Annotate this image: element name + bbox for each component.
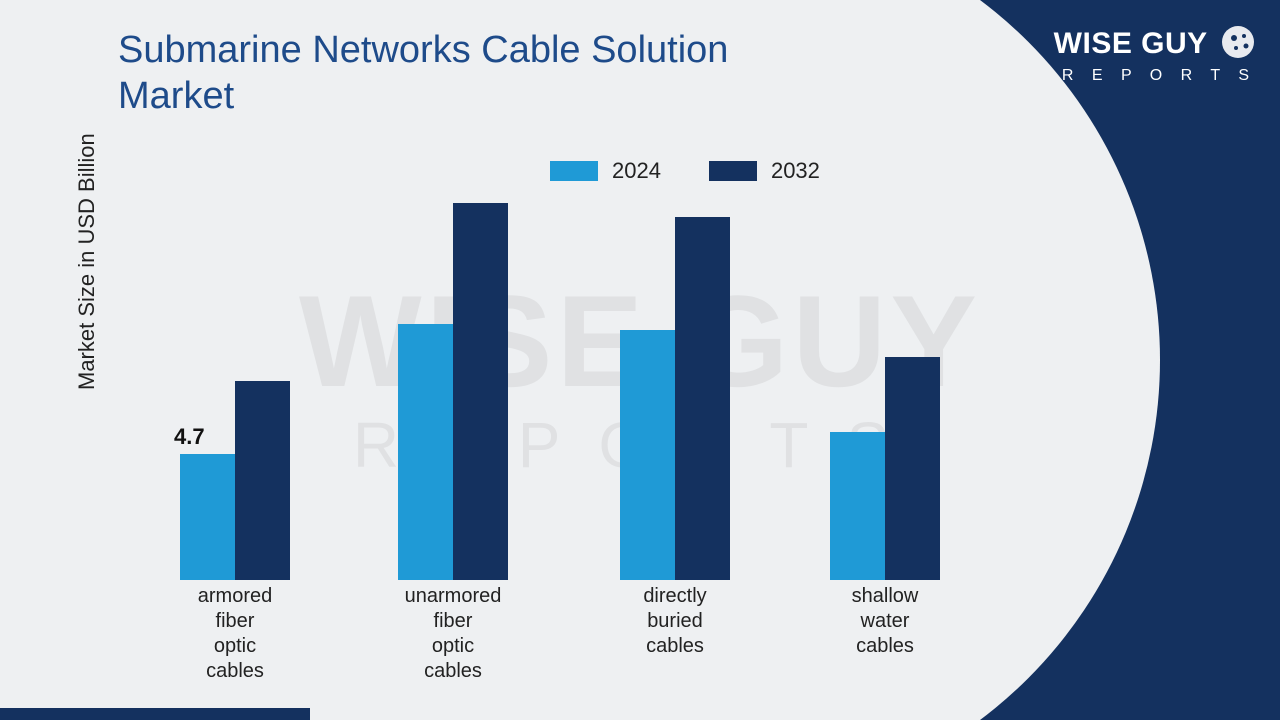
category-label: armoredfiberopticcables <box>160 584 310 684</box>
bar-2032 <box>675 217 730 580</box>
bar-2032 <box>235 381 290 580</box>
bottom-strip <box>0 708 310 720</box>
value-label: 4.7 <box>174 424 205 450</box>
category-label: directlyburiedcables <box>600 584 750 659</box>
bar-2032 <box>453 203 508 580</box>
category-labels: armoredfiberopticcables unarmoredfiberopt… <box>130 584 960 704</box>
right-panel <box>960 0 1280 720</box>
category-label: unarmoredfiberopticcables <box>378 584 528 684</box>
bar-2032 <box>885 357 940 580</box>
legend-swatch-2032 <box>709 161 757 181</box>
legend-label-2024: 2024 <box>612 158 661 184</box>
brand-text-2: R E P O R T S <box>1054 68 1256 84</box>
legend: 2024 2032 <box>550 158 820 184</box>
bar-group <box>180 381 290 580</box>
legend-item-2024: 2024 <box>550 158 661 184</box>
plot-area: 4.7 <box>130 190 960 580</box>
y-axis-label: Market Size in USD Billion <box>74 133 100 390</box>
brand-logo: WISE GUY R E P O R T S <box>1054 24 1256 84</box>
bar-2024 <box>180 454 235 580</box>
legend-item-2032: 2032 <box>709 158 820 184</box>
bar-2024 <box>830 432 885 580</box>
chart-title: Submarine Networks Cable Solution Market <box>118 28 818 119</box>
brand-head-icon <box>1220 24 1256 66</box>
bar-group <box>830 357 940 580</box>
bar-group <box>620 217 730 580</box>
legend-label-2032: 2032 <box>771 158 820 184</box>
bar-2024 <box>620 330 675 580</box>
bar-group <box>398 203 508 580</box>
brand-text-1: WISE GUY <box>1054 27 1207 60</box>
bar-2024 <box>398 324 453 580</box>
category-label: shallowwatercables <box>810 584 960 659</box>
canvas: WISE GUY R E P O R T S WISE GUY REPORTS … <box>0 0 1280 720</box>
legend-swatch-2024 <box>550 161 598 181</box>
